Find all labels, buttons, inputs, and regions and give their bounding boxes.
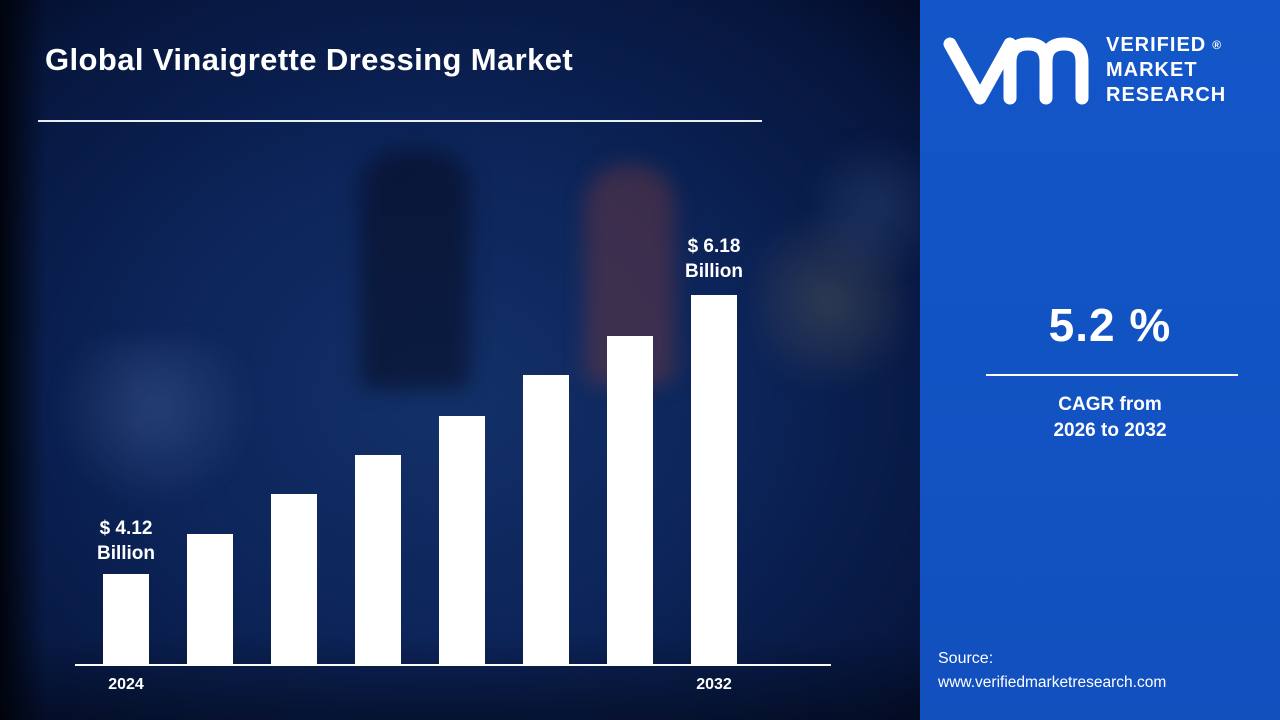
bar	[355, 455, 401, 664]
last-bar-value-amount: $ 6.18	[687, 236, 741, 257]
cagr-label: CAGR from 2026 to 2032	[960, 392, 1260, 444]
vmr-logo: VERIFIED ® MARKET RESEARCH	[942, 30, 1264, 110]
registered-trademark: ®	[1212, 37, 1223, 52]
page-title: Global Vinaigrette Dressing Market	[45, 42, 574, 77]
info-panel: VERIFIED ® MARKET RESEARCH 5.2 % CAGR fro…	[920, 0, 1280, 720]
source-block: Source: www.verifiedmarketresearch.com	[938, 646, 1166, 694]
vmr-logo-text: VERIFIED ® MARKET RESEARCH	[1106, 33, 1226, 108]
x-tick-2032: 2032	[696, 676, 732, 693]
cagr-value: 5.2 %	[1048, 299, 1172, 351]
bar	[439, 416, 485, 664]
source-label: Source:	[938, 650, 994, 667]
bar	[523, 375, 569, 664]
chart-panel: Global Vinaigrette Dressing Market 2024 …	[0, 0, 920, 720]
bar-chart: 2024 2032 $ 4.12 Billion $ 6.18 Billion	[75, 140, 831, 693]
first-bar-value-label: $ 4.12 Billion	[71, 516, 181, 566]
bar	[691, 295, 737, 664]
logo-line-3: RESEARCH	[1106, 83, 1227, 106]
x-axis-line	[75, 664, 831, 666]
cagr-label-line-2: 2026 to 2032	[1053, 420, 1167, 441]
logo-line-1: VERIFIED ®	[1106, 33, 1223, 56]
cagr-label-line-1: CAGR from	[1058, 394, 1162, 415]
bar	[271, 494, 317, 664]
vmr-logo-icon	[943, 37, 1089, 105]
first-bar-value-unit: Billion	[96, 543, 156, 564]
bar-series	[103, 295, 737, 664]
logo-line-2: MARKET	[1106, 58, 1198, 81]
first-bar-value-amount: $ 4.12	[99, 518, 153, 539]
bar	[187, 534, 233, 664]
title-underline	[38, 120, 762, 122]
bar	[607, 336, 653, 664]
last-bar-value-unit: Billion	[684, 261, 744, 282]
cagr-divider	[986, 374, 1238, 376]
bar	[103, 574, 149, 664]
source-url: www.verifiedmarketresearch.com	[938, 674, 1167, 691]
x-tick-2024: 2024	[108, 676, 144, 693]
last-bar-value-label: $ 6.18 Billion	[659, 234, 769, 284]
